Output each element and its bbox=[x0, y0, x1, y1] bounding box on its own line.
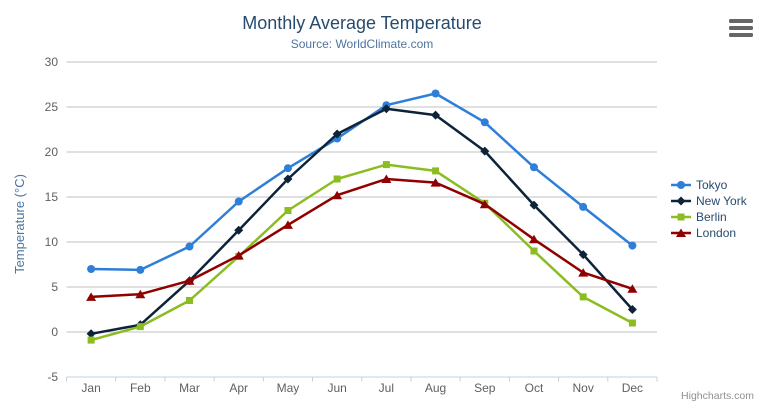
legend-label: New York bbox=[696, 194, 747, 208]
svg-text:Jul: Jul bbox=[379, 381, 394, 395]
svg-text:Mar: Mar bbox=[179, 381, 200, 395]
legend-item-london[interactable]: London bbox=[671, 225, 747, 241]
chart-title: Monthly Average Temperature bbox=[242, 13, 482, 33]
series-lines bbox=[86, 89, 638, 344]
svg-text:Feb: Feb bbox=[130, 381, 151, 395]
gridlines bbox=[66, 61, 657, 333]
legend-item-tokyo[interactable]: Tokyo bbox=[671, 177, 747, 193]
legend-item-berlin[interactable]: Berlin bbox=[671, 209, 747, 225]
legend-label: Tokyo bbox=[696, 178, 728, 192]
svg-text:Aug: Aug bbox=[425, 381, 446, 395]
svg-text:15: 15 bbox=[45, 190, 59, 204]
legend-label: Berlin bbox=[696, 210, 727, 224]
svg-text:Sep: Sep bbox=[474, 381, 496, 395]
legend-triangle-marker-icon bbox=[671, 228, 691, 237]
series-tokyo[interactable] bbox=[87, 89, 637, 274]
svg-text:25: 25 bbox=[45, 100, 59, 114]
svg-text:May: May bbox=[277, 381, 300, 395]
y-axis-title: Temperature (°C) bbox=[12, 174, 27, 274]
svg-text:Jan: Jan bbox=[81, 381, 100, 395]
svg-text:Nov: Nov bbox=[573, 381, 594, 395]
legend: Tokyo New York Berlin London bbox=[671, 177, 747, 241]
svg-text:10: 10 bbox=[45, 235, 59, 249]
hamburger-icon bbox=[729, 19, 753, 23]
hamburger-icon bbox=[729, 33, 753, 37]
series-london[interactable] bbox=[86, 174, 638, 301]
legend-item-new-york[interactable]: New York bbox=[671, 193, 747, 209]
legend-circle-marker-icon bbox=[671, 181, 691, 189]
legend-square-marker-icon bbox=[671, 213, 691, 221]
chart-subtitle: Source: WorldClimate.com bbox=[290, 37, 434, 51]
svg-text:-5: -5 bbox=[47, 370, 58, 384]
legend-diamond-marker-icon bbox=[671, 196, 691, 206]
x-axis-labels: Jan Feb Mar Apr May Jun Jul Aug Sep Oct Nov Dec bbox=[81, 381, 643, 395]
y-axis-labels: -5 0 5 10 15 20 25 30 bbox=[45, 55, 59, 384]
highcharts-credit[interactable]: Highcharts.com bbox=[681, 390, 754, 402]
svg-text:30: 30 bbox=[45, 55, 59, 69]
series-new-york[interactable] bbox=[86, 104, 637, 339]
svg-text:0: 0 bbox=[51, 325, 58, 339]
svg-text:20: 20 bbox=[45, 145, 59, 159]
x-axis-ticks bbox=[66, 377, 658, 382]
svg-text:5: 5 bbox=[51, 280, 58, 294]
export-menu-button[interactable] bbox=[729, 19, 753, 37]
hamburger-icon bbox=[729, 26, 753, 30]
svg-text:Oct: Oct bbox=[525, 381, 544, 395]
svg-text:Apr: Apr bbox=[229, 381, 248, 395]
svg-text:Jun: Jun bbox=[327, 381, 346, 395]
svg-text:Dec: Dec bbox=[622, 381, 643, 395]
legend-label: London bbox=[696, 226, 737, 240]
